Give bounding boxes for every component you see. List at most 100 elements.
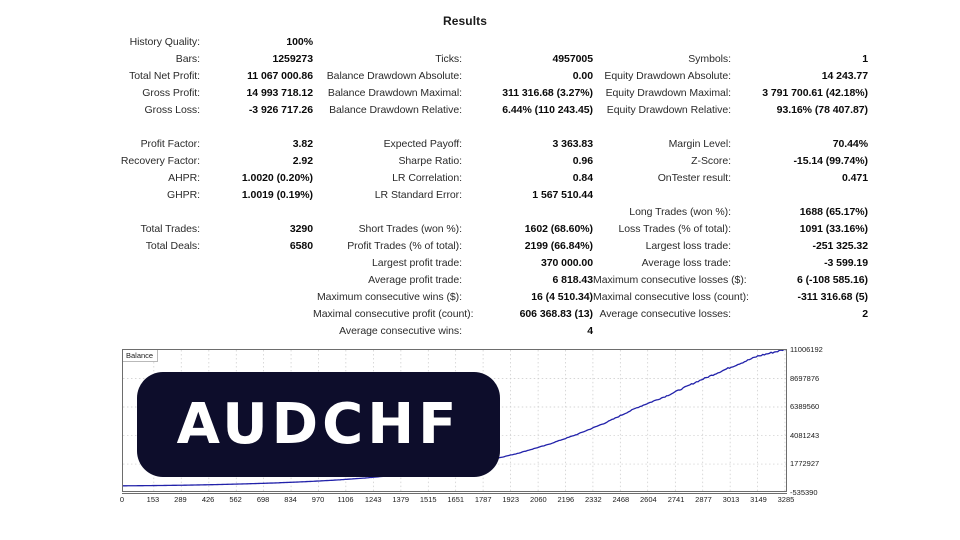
chart-x-tick-label: 3149 <box>750 495 767 504</box>
stat-label: Gross Profit: <box>142 87 200 99</box>
chart-x-tick-label: 698 <box>256 495 270 504</box>
stat-row: AHPR: 1.0020 (0.20%) <box>8 170 313 187</box>
stats-group: Total Trades: 3290 Total Deals: 6580 <box>8 221 314 255</box>
stat-label: Expected Payoff: <box>383 138 462 150</box>
symbol-badge-audchf: AUDCHF <box>137 372 500 477</box>
stat-row: Total Trades: 3290 <box>8 221 314 238</box>
stat-value: 1602 (68.60%) <box>524 223 593 235</box>
stat-label: Symbols: <box>688 53 731 65</box>
stat-row: OnTester result: 0.471 <box>593 170 868 187</box>
stat-label: Total Trades: <box>140 223 201 235</box>
stat-value: 6 818.43 <box>552 274 594 286</box>
chart-x-tick-label: 2196 <box>557 495 575 504</box>
stat-value: 1688 (65.17%) <box>799 206 868 218</box>
stat-label: Average consecutive losses: <box>599 308 731 320</box>
stat-value: 370 000.00 <box>540 257 593 269</box>
stat-row: Balance Drawdown Maximal: 311 316.68 (3.2… <box>313 85 593 102</box>
stats-group-spacer <box>593 187 868 204</box>
stat-label: OnTester result: <box>657 172 731 184</box>
chart-x-tick-label: 2741 <box>667 495 685 504</box>
stat-row: History Quality: 100% <box>8 34 313 51</box>
stats-group: Ticks: 4957005 Balance Drawdown Absolute: 0… <box>313 34 593 119</box>
stat-row: Profit Factor: 3.82 <box>8 136 313 153</box>
stat-label: GHPR: <box>166 189 200 201</box>
stats-group: Profit Factor: 3.82 Recovery Factor: 2.92 AH… <box>8 136 313 204</box>
stat-value: 1.0020 (0.20%) <box>241 172 313 184</box>
stat-row: Total Net Profit: 11 067 000.86 <box>8 68 313 85</box>
stat-label: Z-Score: <box>691 155 731 167</box>
stats-group: History Quality: 100% Bars: 1259273 Total Ne… <box>8 34 313 119</box>
stat-row: Expected Payoff: 3 363.83 <box>313 136 593 153</box>
stat-label: Profit Factor: <box>140 138 200 150</box>
chart-y-tick-label: 6389560 <box>790 402 820 412</box>
stat-label: LR Standard Error: <box>374 189 462 201</box>
stat-label: Maximal consecutive profit (count): <box>313 308 474 320</box>
chart-x-tick-label: 2060 <box>530 495 547 504</box>
stat-label: Margin Level: <box>668 138 731 150</box>
stat-row: Maximal consecutive loss (count): -311 31… <box>593 289 868 306</box>
stat-label: Loss Trades (% of total): <box>618 223 731 235</box>
stat-value: 3.82 <box>292 138 313 150</box>
chart-x-tick-label: 0 <box>119 495 125 504</box>
stat-row: Average profit trade: 6 818.43 <box>313 272 593 289</box>
stat-label: Equity Drawdown Relative: <box>606 104 731 116</box>
stat-value: 4 <box>587 325 593 337</box>
stat-value: 1.0019 (0.19%) <box>241 189 313 201</box>
stat-row: Equity Drawdown Absolute: 14 243.77 <box>593 68 868 85</box>
stat-label: Sharpe Ratio: <box>398 155 462 167</box>
stat-label: Gross Loss: <box>144 104 201 116</box>
stat-label: Ticks: <box>435 53 462 65</box>
chart-x-axis: 0 153 289 426 562 698 834 970 1106 1243 1379 1515 16… <box>119 493 794 507</box>
stat-row: Maximum consecutive losses ($): 6 (-108 5… <box>593 272 868 289</box>
stat-value: -3 926 717.26 <box>248 104 313 116</box>
chart-x-tick-label: 2604 <box>639 495 657 504</box>
stat-value: 3290 <box>289 223 313 235</box>
stats-group-spacer <box>313 119 593 136</box>
stat-value: 6580 <box>289 240 313 252</box>
stat-value: 2199 (66.84%) <box>524 240 593 252</box>
stat-label: Maximal consecutive loss (count): <box>593 291 749 303</box>
chart-x-tick-label: 1106 <box>337 495 354 504</box>
stats-column-middle: Ticks: 4957005 Balance Drawdown Absolute: 0… <box>313 34 593 340</box>
stat-row: Equity Drawdown Maximal: 3 791 700.61 (42… <box>593 85 868 102</box>
stat-row: Z-Score: -15.14 (99.74%) <box>593 153 868 170</box>
stat-value: -251 325.32 <box>812 240 869 252</box>
stat-label: Maximum consecutive losses ($): <box>593 274 747 286</box>
chart-x-axis-line <box>122 493 787 494</box>
stat-row: Gross Loss: -3 926 717.26 <box>8 102 314 119</box>
stat-row <box>313 34 593 51</box>
chart-x-tick-label: 3285 <box>777 495 795 504</box>
stats-group-spacer <box>313 204 593 221</box>
stat-label: AHPR: <box>168 172 200 184</box>
stat-row: Equity Drawdown Relative: 93.16% (78 407.… <box>593 102 868 119</box>
stat-row: Long Trades (won %): 1688 (65.17%) <box>593 204 868 221</box>
stat-value: 1 <box>862 53 868 65</box>
stat-value: 2.92 <box>292 155 313 167</box>
stat-row: Bars: 1259273 <box>8 51 313 68</box>
stat-label: Equity Drawdown Absolute: <box>604 70 731 82</box>
stat-value: 6 (-108 585.16) <box>796 274 868 286</box>
stat-label: LR Correlation: <box>392 172 462 184</box>
chart-x-tick-label: 834 <box>284 495 297 504</box>
chart-y-tick-label: -535390 <box>790 488 818 497</box>
stat-value: 2 <box>862 308 868 320</box>
stat-row <box>593 34 868 51</box>
chart-y-tick-label: 4081243 <box>790 430 820 440</box>
stats-group-spacer <box>8 119 313 136</box>
stat-row: Ticks: 4957005 <box>313 51 593 68</box>
chart-x-tick-label: 970 <box>311 495 325 504</box>
chart-y-axis: 11006192 8697876 6389560 4081243 1772927 -535… <box>790 344 842 497</box>
stat-value: 3 791 700.61 (42.18%) <box>762 87 868 99</box>
stat-value: 70.44% <box>832 138 868 150</box>
stat-row: Balance Drawdown Absolute: 0.00 <box>313 68 593 85</box>
stats-group: Margin Level: 70.44% Z-Score: -15.14 (99.74… <box>593 136 868 187</box>
stat-label: Average consecutive wins: <box>339 325 462 337</box>
stat-label: Balance Drawdown Absolute: <box>326 70 462 82</box>
stat-row: Total Deals: 6580 <box>8 238 313 255</box>
stat-row: Margin Level: 70.44% <box>593 136 868 153</box>
stat-value: 100% <box>286 36 313 48</box>
stat-label: Average profit trade: <box>368 274 462 286</box>
stat-value: 3 363.83 <box>552 138 594 150</box>
chart-x-tick-label: 1651 <box>447 495 465 504</box>
